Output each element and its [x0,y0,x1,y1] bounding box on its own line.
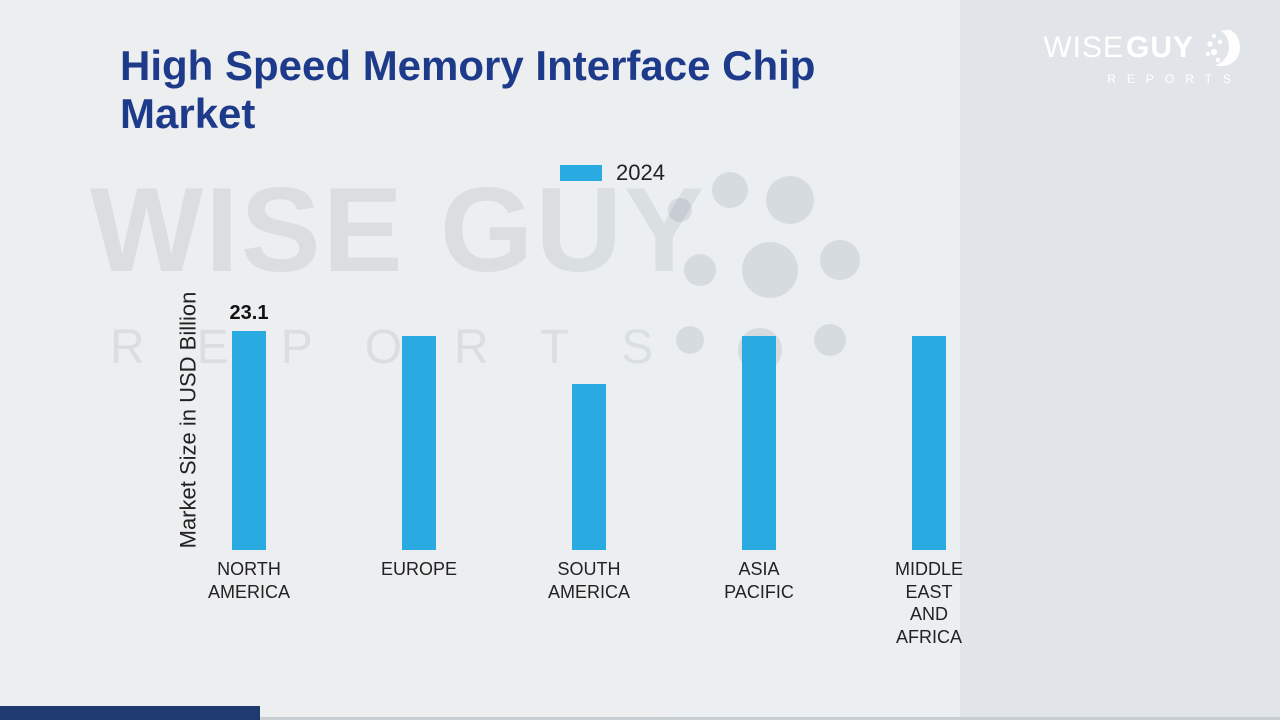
category-label: ASIAPACIFIC [684,558,834,603]
brand-logo: WISE GUY REPORTS [1043,26,1244,86]
footer-accent-bar [0,706,260,720]
chart-title: High Speed Memory Interface Chip Market [120,42,840,139]
category-label: SOUTHAMERICA [514,558,664,603]
bar [742,336,776,550]
plot-region: 23.1NORTHAMERICAEUROPESOUTHAMERICAASIAPA… [140,170,980,550]
bar [232,331,266,550]
logo-word-2: GUY [1126,31,1194,65]
legend-swatch [560,165,602,181]
bar [912,336,946,550]
legend-year: 2024 [616,160,665,186]
logo-subtext: REPORTS [1043,72,1244,86]
chart-area: Market Size in USD Billion 23.1NORTHAMER… [80,150,1000,690]
canvas: WISE GUY REPORTS High Speed Memory Inter… [0,0,1280,720]
category-label: MIDDLEEASTANDAFRICA [854,558,1004,648]
category-label: EUROPE [344,558,494,581]
bar [572,384,606,550]
logo-word-1: WISE [1043,31,1124,65]
logo-head-icon [1200,26,1244,70]
category-label: NORTHAMERICA [174,558,324,603]
bar-value-label: 23.1 [199,302,299,325]
chart-legend: 2024 [560,160,665,186]
bar [402,336,436,550]
